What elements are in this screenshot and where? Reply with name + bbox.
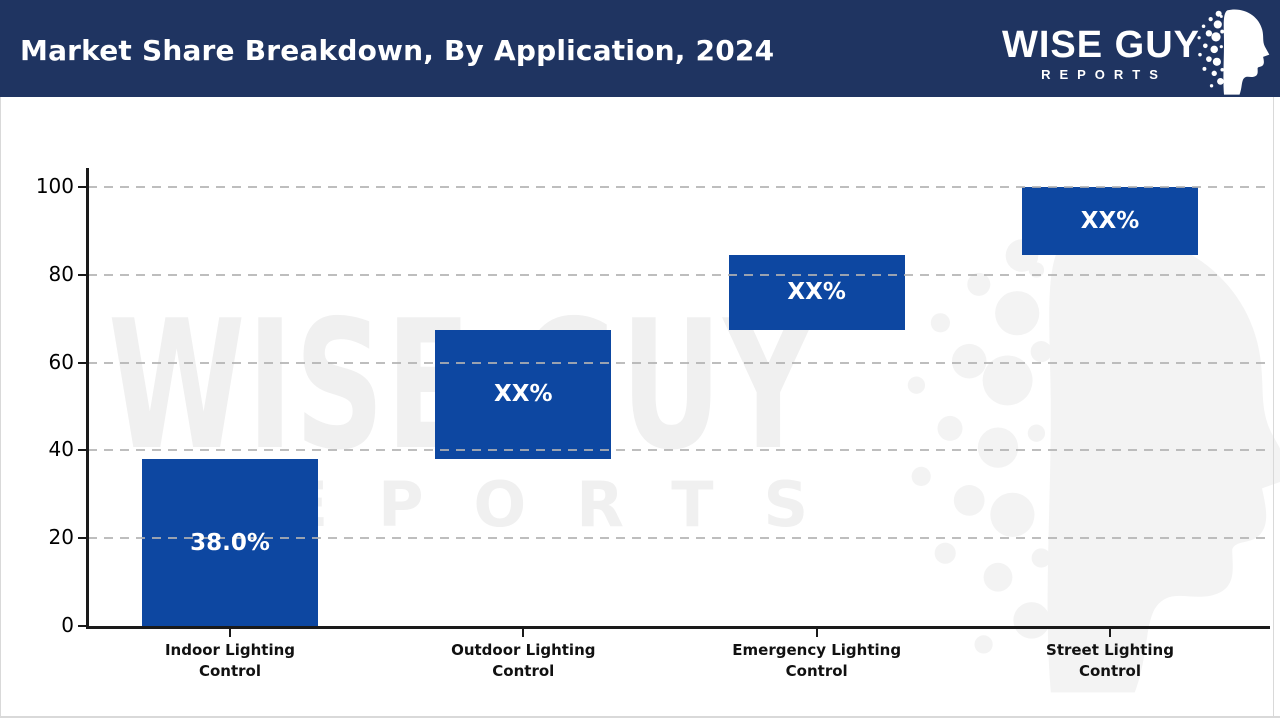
- gridline-80: [88, 273, 1270, 276]
- y-tick-60: [78, 361, 86, 364]
- bar-segment: [1022, 187, 1198, 256]
- y-tick-label-80: 80: [48, 261, 74, 286]
- y-tick-0: [78, 625, 86, 627]
- y-tick-label-40: 40: [48, 437, 74, 462]
- head-profile-icon: [1197, 9, 1270, 95]
- page-title: Market Share Breakdown, By Application, …: [20, 34, 775, 67]
- y-tick-100: [78, 186, 86, 188]
- watermark-head-icon: [907, 232, 1280, 693]
- category-label-line: Control: [198, 662, 261, 680]
- header-bar: Market Share Breakdown, By Application, …: [0, 0, 1280, 97]
- bar-value-label: XX%: [1080, 208, 1140, 235]
- category-label: Indoor Lighting Control: [90, 640, 370, 682]
- x-axis-line: [86, 626, 1270, 629]
- category-label-line: Control: [785, 662, 848, 680]
- bar-value-label: 38.0%: [190, 529, 270, 556]
- bar-segment: [728, 255, 905, 330]
- y-tick-label-0: 0: [61, 613, 74, 637]
- x-tick: [1109, 629, 1111, 637]
- category-label-line: Indoor Lighting: [164, 641, 296, 659]
- category-label: Emergency Lighting Control: [677, 640, 957, 682]
- category-label-line: Emergency Lighting: [732, 641, 902, 659]
- x-tick: [522, 629, 525, 637]
- bar-segment: [142, 459, 318, 626]
- gridline-60: [88, 361, 1270, 364]
- card-border-right: [1273, 97, 1274, 717]
- y-axis-line: [86, 168, 89, 629]
- gridline-100: [88, 186, 1270, 188]
- category-label-line: Control: [492, 662, 555, 680]
- bar-value-label: XX%: [494, 381, 553, 408]
- y-tick-80: [78, 273, 86, 276]
- y-tick-label-60: 60: [48, 349, 74, 374]
- category-label: Street Lighting Control: [970, 640, 1250, 682]
- card-border-left: [0, 97, 1, 717]
- category-label-line: Outdoor Lighting: [451, 641, 596, 659]
- bar-segment: [435, 329, 612, 460]
- category-label: Outdoor Lighting Control: [383, 640, 663, 682]
- brand-subtitle: REPORTS: [1041, 67, 1167, 82]
- gridline-20: [88, 537, 1270, 540]
- y-tick-20: [78, 537, 86, 540]
- bar-value-label: XX%: [787, 279, 846, 306]
- y-tick-label-20: 20: [48, 525, 74, 550]
- brand-logo-text: WISE GUY REPORTS: [1002, 26, 1200, 82]
- gridline-40: [88, 449, 1270, 452]
- y-tick-label-100: 100: [35, 174, 74, 198]
- x-tick: [815, 629, 818, 637]
- y-tick-40: [78, 449, 86, 452]
- x-tick: [229, 629, 231, 637]
- brand-name: WISE GUY: [1001, 24, 1200, 66]
- brand-logo: WISE GUY REPORTS: [1002, 4, 1272, 95]
- card-border-bottom: [0, 716, 1280, 718]
- category-label-line: Control: [1078, 662, 1141, 680]
- category-label-line: Street Lighting: [1046, 641, 1174, 659]
